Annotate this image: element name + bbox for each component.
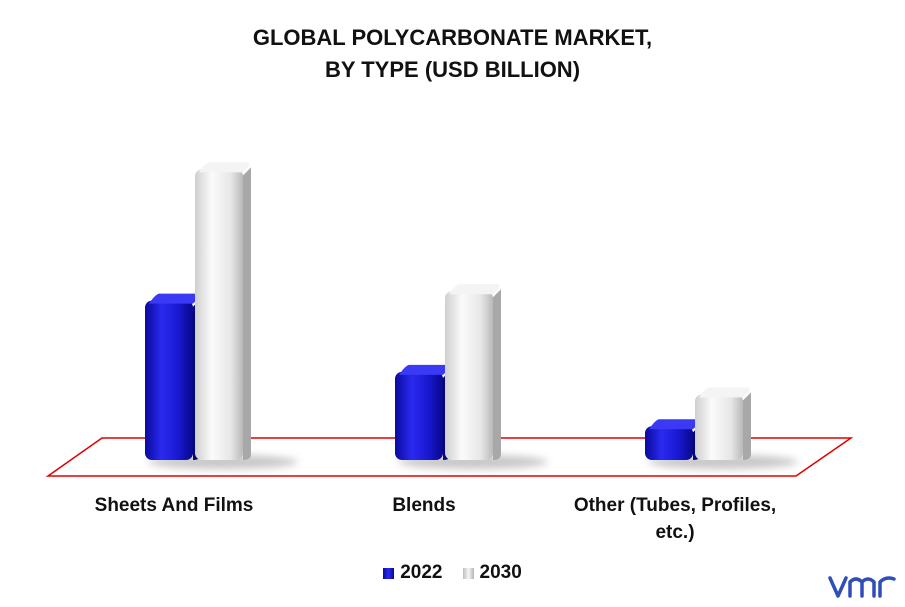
legend-item-2030: 2030 bbox=[462, 562, 522, 584]
x-tick-label: Sheets And Films bbox=[44, 492, 304, 519]
x-tick-label: Blends bbox=[294, 492, 554, 519]
chart-title: GLOBAL POLYCARBONATE MARKET, BY TYPE (US… bbox=[0, 22, 905, 86]
bar-2030-other-tubes-profiles-etc bbox=[695, 387, 751, 460]
x-tick-label-line: Sheets And Films bbox=[94, 495, 254, 516]
bar-2022-other-tubes-profiles-etc bbox=[645, 419, 701, 460]
x-tick-label-line: etc.) bbox=[655, 522, 695, 543]
chart-title-line-2: BY TYPE (USD BILLION) bbox=[324, 57, 581, 82]
legend: 2022 2030 bbox=[0, 562, 905, 584]
legend-swatch bbox=[462, 567, 474, 579]
x-tick-label-line: Other (Tubes, Profiles, bbox=[573, 495, 777, 516]
vmr-logo bbox=[828, 576, 896, 598]
legend-label: 2030 bbox=[479, 562, 522, 583]
legend-swatch bbox=[383, 567, 395, 579]
x-tick-label: Other (Tubes, Profiles, etc.) bbox=[545, 492, 805, 546]
chart-title-line-1: GLOBAL POLYCARBONATE MARKET, bbox=[252, 25, 653, 50]
bar-2030-sheets-and-films bbox=[195, 162, 251, 460]
legend-label: 2022 bbox=[400, 562, 443, 583]
bar-2030-blends bbox=[445, 284, 501, 460]
bar-2022-blends bbox=[395, 364, 451, 460]
x-tick-label-line: Blends bbox=[392, 495, 456, 516]
legend-item-2022: 2022 bbox=[383, 562, 443, 584]
bar-2022-sheets-and-films bbox=[145, 293, 201, 460]
